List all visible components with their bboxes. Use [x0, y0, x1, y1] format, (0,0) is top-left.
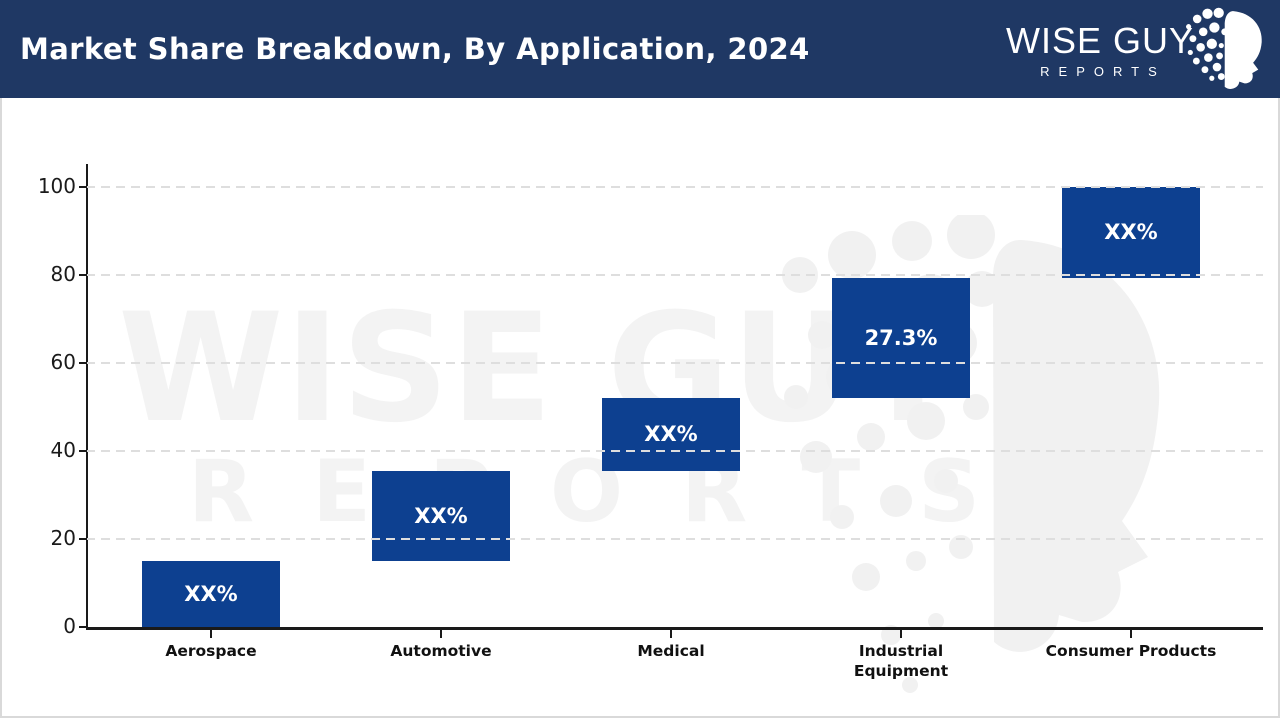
y-tick-label-0: 0 [63, 614, 76, 638]
x-category-label: Automotive [390, 642, 492, 660]
y-tick-label-100: 100 [37, 173, 76, 198]
bar-automotive [372, 470, 510, 561]
bar-value-label: 27.3% [864, 325, 938, 350]
logo-dotted-head-icon [1186, 7, 1262, 89]
y-tick-40 [79, 449, 87, 452]
x-tick-2 [440, 630, 442, 638]
watermark-wiseguy-text: WISE GUY [118, 282, 964, 456]
frame-bottom-line [0, 716, 1280, 718]
watermark-dotted-head-icon [782, 215, 1160, 693]
x-category-label: Medical [637, 642, 705, 660]
y-tick-20 [79, 537, 87, 540]
page-title: Market Share Breakdown, By Application, … [20, 32, 810, 66]
gridline-80 [86, 273, 1263, 276]
y-tick-label-60: 60 [50, 349, 76, 374]
y-tick-60 [79, 361, 87, 364]
y-tick-100 [79, 185, 87, 188]
x-category-label: Aerospace [165, 642, 257, 660]
logo-wiseguy-label: WISE GUY [1005, 19, 1194, 61]
y-tick-label-40: 40 [50, 437, 76, 462]
x-tick-4 [900, 630, 902, 638]
header-bar: Market Share Breakdown, By Application, … [0, 0, 1280, 98]
bar-value-label: XX% [184, 581, 238, 606]
gridline-100 [86, 185, 1263, 188]
y-tick-0 [79, 626, 87, 628]
y-tick-80 [79, 273, 87, 276]
y-tick-label-20: 20 [50, 525, 76, 550]
y-axis-line [86, 164, 88, 630]
bar-value-label: XX% [644, 422, 698, 447]
y-tick-label-80: 80 [50, 261, 76, 286]
x-category-label: Industrial Equipment [853, 642, 949, 681]
bar-value-label: XX% [414, 503, 468, 528]
logo-reports-label: REPORTS [1040, 63, 1166, 79]
x-axis-line [86, 627, 1263, 630]
bar-medical [602, 397, 740, 471]
wise-guy-reports-logo: WISE GUY REPORTS [1006, 0, 1266, 98]
bar-value-label: XX% [1104, 220, 1158, 245]
bar-aerospace [142, 560, 280, 627]
frame-right-line [1278, 98, 1280, 718]
gridline-40 [86, 449, 1263, 452]
bar-consumer-products [1062, 186, 1200, 278]
gridline-20 [86, 537, 1263, 540]
logo-text: WISE GUY REPORTS [1006, 20, 1194, 79]
x-category-label: Consumer Products [1045, 642, 1217, 660]
bar-industrial-equipment [832, 277, 970, 398]
gridline-60 [86, 361, 1263, 364]
x-tick-3 [670, 630, 672, 638]
frame-left-line [0, 98, 2, 718]
x-tick-1 [210, 630, 212, 638]
x-tick-5 [1130, 630, 1132, 638]
